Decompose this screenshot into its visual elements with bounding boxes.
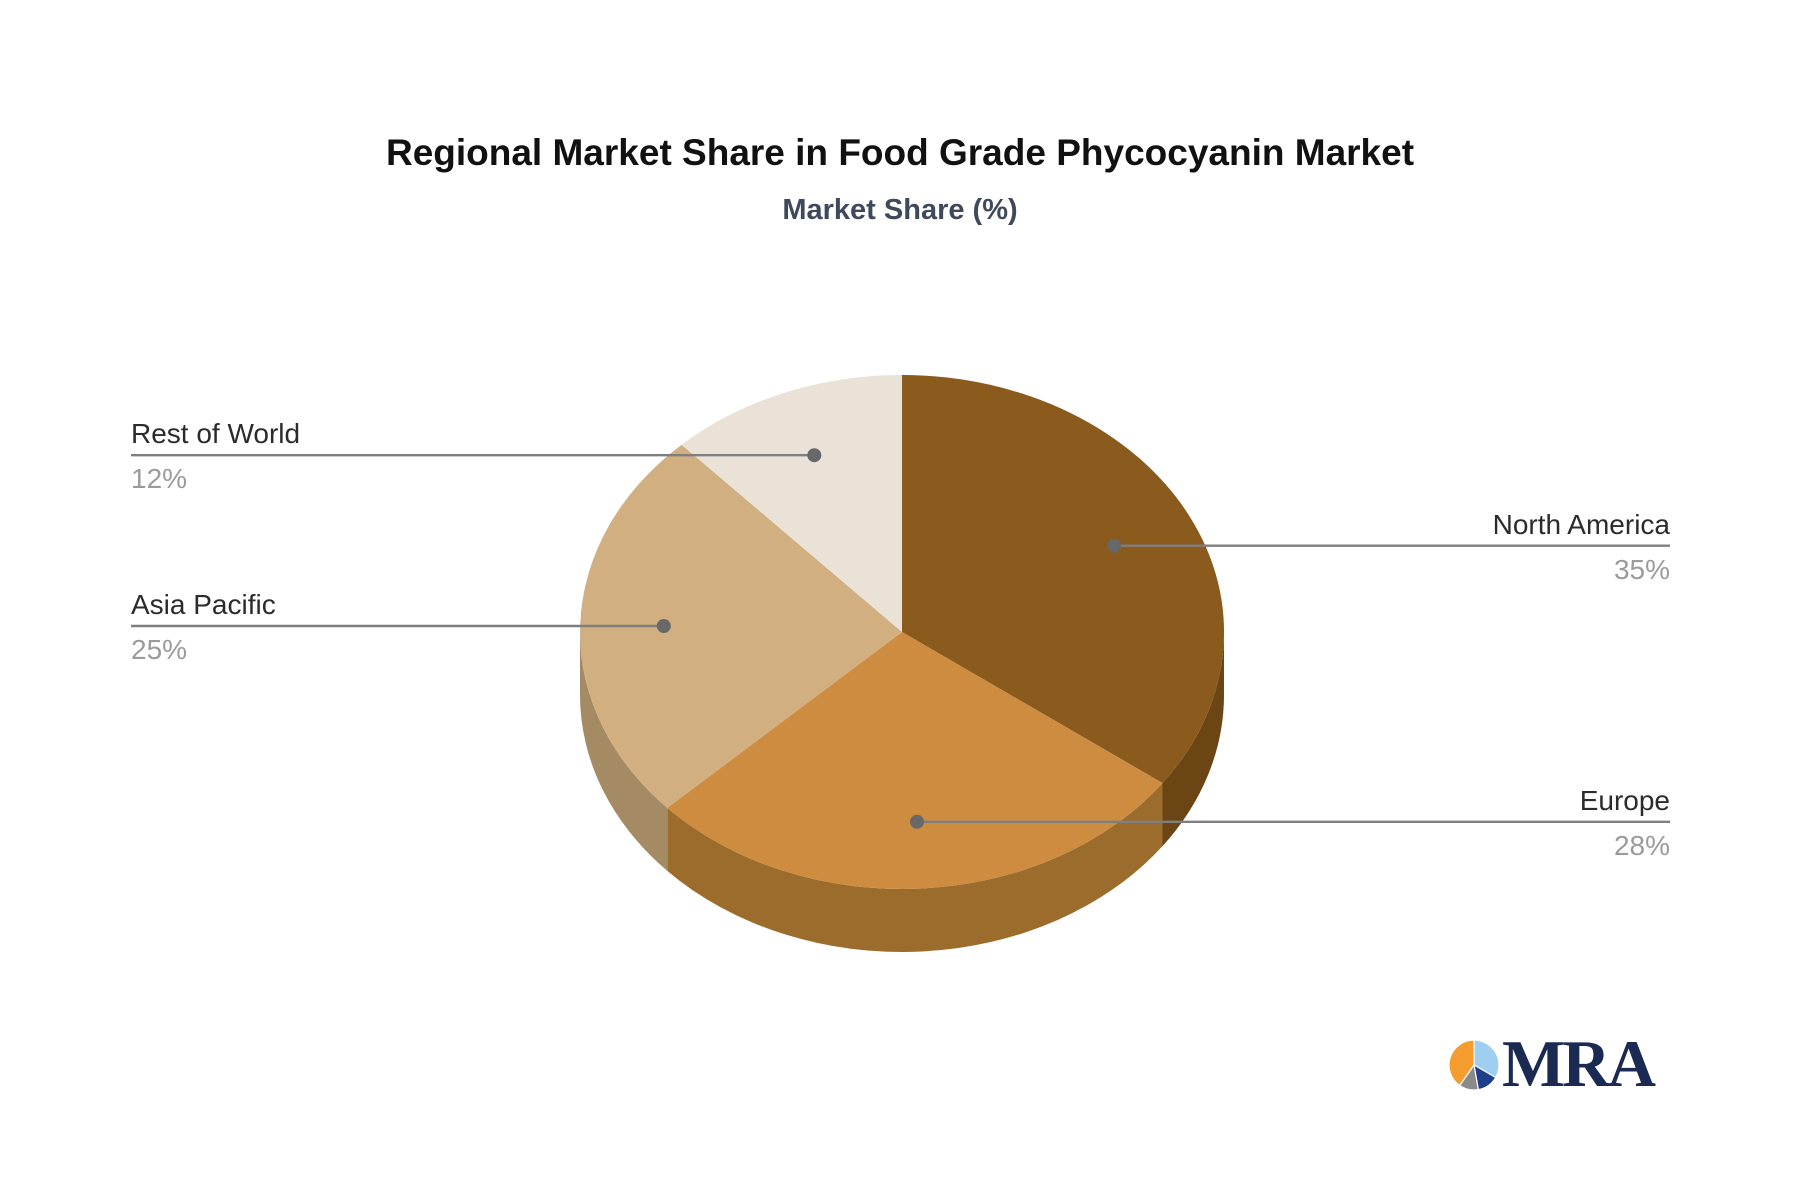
slice-name: Rest of World (131, 418, 301, 450)
pie-chart-icon (1448, 1038, 1500, 1091)
chart-title: Regional Market Share in Food Grade Phyc… (385, 132, 1415, 173)
pie-slice-asia-pacific[interactable] (580, 444, 902, 808)
label-dot-asia-pacific (656, 619, 671, 633)
label-dot-rest-of-world (807, 448, 822, 463)
pie-slice-side-north-america (1162, 632, 1225, 847)
pie-slice-side-asia-pacific (580, 632, 668, 871)
brand-logo: MRA (1448, 1027, 1656, 1101)
pie-slice-side-europe (667, 783, 1163, 952)
chart-subtitle: Market Share (%) (782, 194, 1018, 226)
slice-percent: 28% (1613, 829, 1670, 861)
slice-name: North America (1492, 508, 1670, 540)
logo-text: MRA (1502, 1027, 1656, 1101)
slice-name: Asia Pacific (131, 589, 276, 620)
slice-percent: 25% (131, 634, 188, 665)
logo-pie-slice-orange (1448, 1038, 1475, 1086)
pie-slice-north-america[interactable] (902, 375, 1225, 784)
label-dot-europe (910, 814, 924, 829)
pie-slice-europe[interactable] (667, 632, 1163, 889)
slice-percent: 35% (1613, 553, 1670, 585)
label-dot-north-america (1107, 538, 1122, 553)
pie-slice-rest-of-world[interactable] (681, 375, 902, 632)
slice-name: Europe (1579, 784, 1670, 816)
slice-percent: 12% (131, 463, 188, 495)
